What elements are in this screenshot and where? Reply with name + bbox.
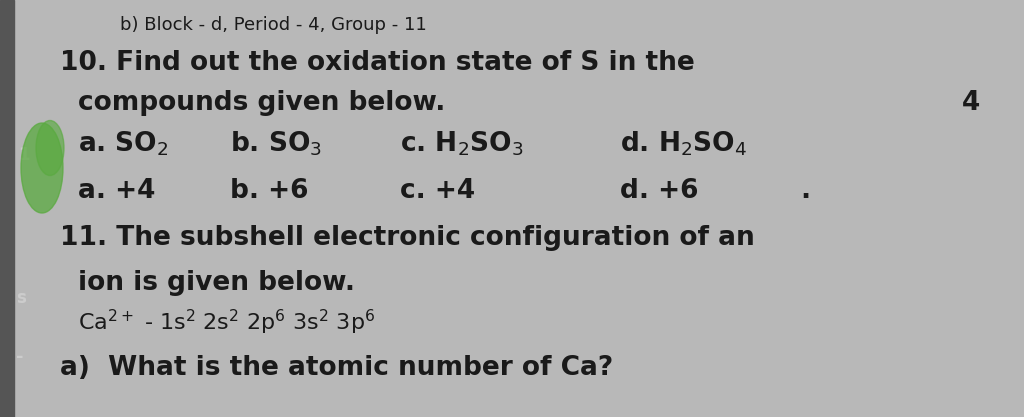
Text: b. SO$_3$: b. SO$_3$ xyxy=(230,130,322,158)
Text: Ca$^{2+}$ - 1s$^2$ 2s$^2$ 2p$^6$ 3s$^2$ 3p$^6$: Ca$^{2+}$ - 1s$^2$ 2s$^2$ 2p$^6$ 3s$^2$ … xyxy=(78,308,375,337)
Text: s: s xyxy=(16,289,26,307)
Ellipse shape xyxy=(36,121,63,176)
Text: ion is given below.: ion is given below. xyxy=(78,270,355,296)
Text: 4: 4 xyxy=(962,90,980,116)
Text: a. SO$_2$: a. SO$_2$ xyxy=(78,130,169,158)
Bar xyxy=(0,0,14,417)
Text: a)  What is the atomic number of Ca?: a) What is the atomic number of Ca? xyxy=(60,355,613,381)
Text: -: - xyxy=(16,348,24,366)
Text: d. +6: d. +6 xyxy=(620,178,698,204)
Text: .: . xyxy=(800,178,810,204)
Text: b. +6: b. +6 xyxy=(230,178,308,204)
Text: compounds given below.: compounds given below. xyxy=(78,90,445,116)
Text: 10. Find out the oxidation state of S in the: 10. Find out the oxidation state of S in… xyxy=(60,50,694,76)
Text: c. +4: c. +4 xyxy=(400,178,475,204)
Text: b) Block - d, Period - 4, Group - 11: b) Block - d, Period - 4, Group - 11 xyxy=(120,16,427,34)
Text: 11. The subshell electronic configuration of an: 11. The subshell electronic configuratio… xyxy=(60,225,755,251)
Text: c. H$_2$SO$_3$: c. H$_2$SO$_3$ xyxy=(400,130,523,158)
Text: a. +4: a. +4 xyxy=(78,178,156,204)
Ellipse shape xyxy=(22,123,63,213)
Text: 1: 1 xyxy=(18,146,30,164)
Text: d. H$_2$SO$_4$: d. H$_2$SO$_4$ xyxy=(620,130,748,158)
